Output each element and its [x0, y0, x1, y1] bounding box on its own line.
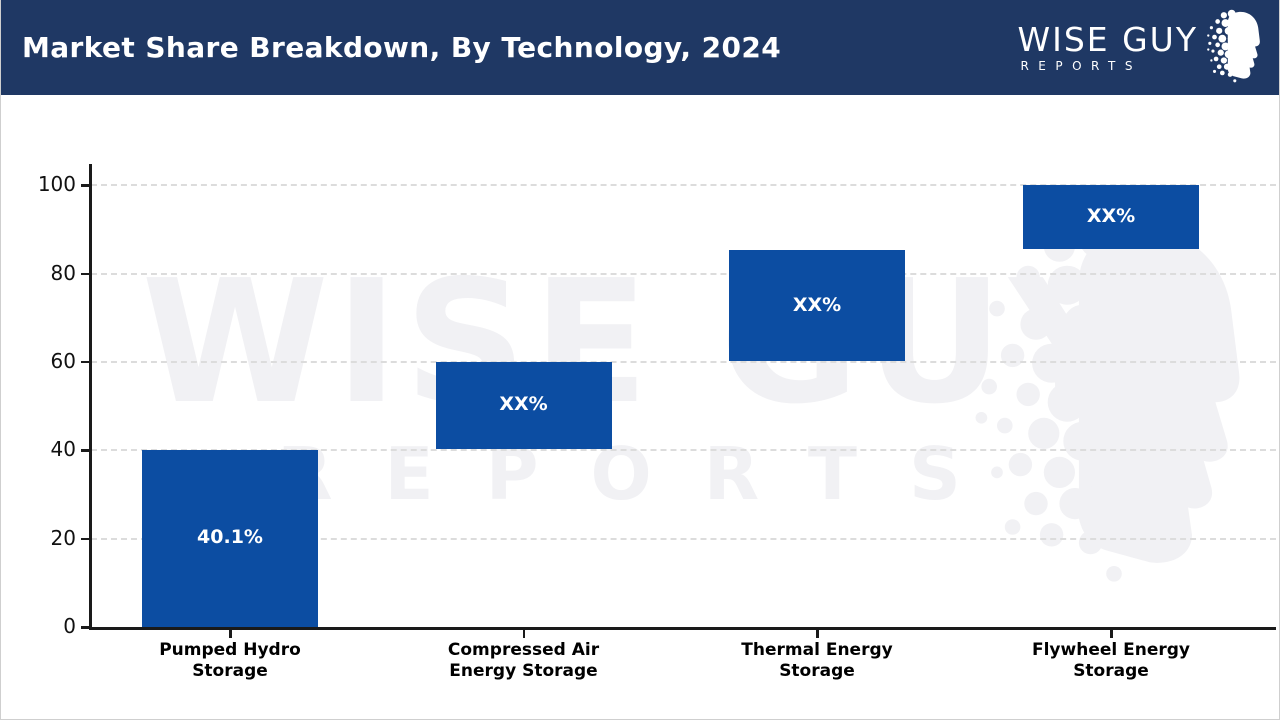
x-axis-category-label: Flywheel Energy Storage [1031, 640, 1190, 681]
gridline [91, 449, 1276, 452]
y-axis-tick [81, 360, 90, 364]
y-axis-tick-label: 80 [50, 260, 76, 285]
x-axis-category-label: Pumped Hydro Storage [159, 640, 301, 681]
y-axis-tick-label: 0 [63, 614, 76, 638]
y-axis-tick-label: 100 [37, 172, 76, 197]
y-axis-line [89, 164, 92, 629]
x-axis-tick [522, 629, 525, 638]
bar-value-label: XX% [1086, 205, 1136, 228]
bar-segment: XX% [729, 250, 905, 362]
y-axis-tick-label: 60 [50, 348, 76, 373]
logo-brand-name: WISE GUY [1017, 19, 1198, 59]
x-axis-category-label: Thermal Energy Storage [741, 640, 893, 681]
gridline [91, 272, 1276, 275]
y-axis-tick [81, 537, 90, 541]
gridline [91, 537, 1276, 540]
gridline [91, 184, 1276, 187]
logo-text: WISE GUY REPORTS [1017, 23, 1198, 73]
x-axis-line [89, 627, 1276, 630]
bar-value-label: XX% [499, 393, 548, 416]
y-axis-tick [81, 272, 90, 276]
x-axis-tick [229, 629, 232, 638]
bar-segment: XX% [435, 361, 612, 449]
x-axis-tick [816, 629, 819, 638]
gridline [91, 360, 1276, 363]
logo-tagline: REPORTS [1020, 58, 1142, 73]
x-axis-tick [1110, 629, 1113, 638]
bar-segment: 40.1% [142, 449, 318, 627]
header-bar: Market Share Breakdown, By Technology, 2… [0, 0, 1280, 95]
dotted-head-profile-icon [1207, 9, 1260, 82]
y-axis-tick-label: 20 [50, 525, 76, 550]
watermark-dotted-head-icon [975, 218, 1240, 582]
page-title: Market Share Breakdown, By Technology, 2… [22, 31, 782, 64]
y-axis-tick-label: 40 [50, 437, 76, 462]
bar-segment: XX% [1023, 185, 1199, 250]
bar-value-label: 40.1% [197, 526, 263, 549]
y-axis-tick [81, 626, 90, 629]
y-axis-tick [81, 449, 90, 452]
y-axis-tick [81, 184, 90, 187]
bar-value-label: XX% [792, 293, 842, 316]
wise-guy-reports-logo: WISE GUY REPORTS [1017, 6, 1266, 90]
x-axis-category-label: Compressed Air Energy Storage [447, 640, 600, 681]
